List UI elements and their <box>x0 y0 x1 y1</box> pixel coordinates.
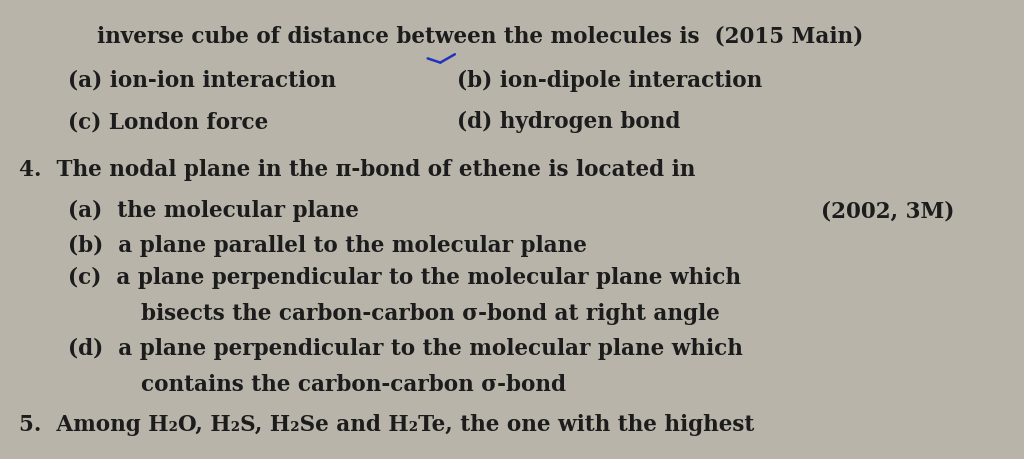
Text: (b)  a plane parallel to the molecular plane: (b) a plane parallel to the molecular pl… <box>68 235 587 257</box>
Text: (d)  a plane perpendicular to the molecular plane which: (d) a plane perpendicular to the molecul… <box>68 338 743 360</box>
Text: (2002, 3M): (2002, 3M) <box>821 200 954 222</box>
Text: (b) ion-dipole interaction: (b) ion-dipole interaction <box>457 70 762 92</box>
Text: (d) hydrogen bond: (d) hydrogen bond <box>457 111 680 134</box>
Text: inverse cube of distance between the molecules is  (2015 Main): inverse cube of distance between the mol… <box>97 25 863 47</box>
Text: 4.  The nodal plane in the π-bond of ethene is located in: 4. The nodal plane in the π-bond of ethe… <box>19 158 696 180</box>
Text: 5.  Among H₂O, H₂S, H₂Se and H₂Te, the one with the highest: 5. Among H₂O, H₂S, H₂Se and H₂Te, the on… <box>19 414 755 437</box>
Text: bisects the carbon-carbon σ-bond at right angle: bisects the carbon-carbon σ-bond at righ… <box>141 303 720 325</box>
Text: (c)  a plane perpendicular to the molecular plane which: (c) a plane perpendicular to the molecul… <box>68 267 741 289</box>
Text: contains the carbon-carbon σ-bond: contains the carbon-carbon σ-bond <box>141 374 566 396</box>
Text: (a)  the molecular plane: (a) the molecular plane <box>68 200 359 222</box>
Text: (a) ion-ion interaction: (a) ion-ion interaction <box>68 70 336 91</box>
Text: (c) London force: (c) London force <box>68 111 268 133</box>
